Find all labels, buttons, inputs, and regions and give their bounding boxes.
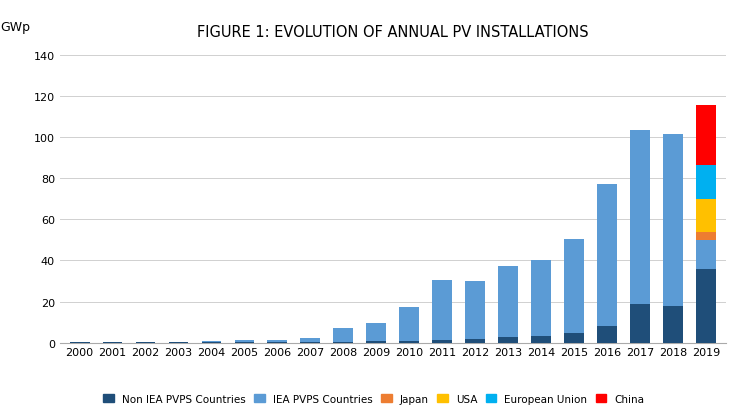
Bar <box>465 281 485 339</box>
Bar <box>696 269 716 343</box>
Bar <box>168 342 188 343</box>
Bar <box>301 342 320 343</box>
Bar <box>564 334 584 343</box>
Bar <box>334 342 353 343</box>
Bar <box>564 239 584 334</box>
Bar <box>696 232 716 240</box>
Bar <box>268 342 287 343</box>
Bar <box>663 306 683 343</box>
Bar <box>367 323 386 342</box>
Bar <box>301 338 320 342</box>
Text: GWp: GWp <box>0 21 30 33</box>
Bar <box>334 328 353 342</box>
Bar <box>531 337 551 343</box>
Bar <box>696 106 716 165</box>
Bar <box>498 338 518 343</box>
Bar <box>399 341 419 343</box>
Bar <box>597 185 617 326</box>
Bar <box>432 340 452 343</box>
Bar <box>235 342 254 343</box>
Bar <box>201 341 221 342</box>
Bar <box>235 340 254 342</box>
Bar <box>696 240 716 269</box>
Bar <box>498 266 518 338</box>
Legend: Non IEA PVPS Countries, IEA PVPS Countries, Japan, USA, European Union, China: Non IEA PVPS Countries, IEA PVPS Countri… <box>103 394 645 404</box>
Bar <box>399 307 419 341</box>
Bar <box>531 261 551 337</box>
Bar <box>663 135 683 306</box>
Bar <box>367 342 386 343</box>
Title: FIGURE 1: EVOLUTION OF ANNUAL PV INSTALLATIONS: FIGURE 1: EVOLUTION OF ANNUAL PV INSTALL… <box>197 25 589 40</box>
Bar <box>432 280 452 340</box>
Bar <box>268 340 287 342</box>
Bar <box>696 199 716 232</box>
Bar <box>630 304 650 343</box>
Bar <box>465 339 485 343</box>
Bar <box>630 131 650 304</box>
Bar <box>696 165 716 199</box>
Bar <box>597 326 617 343</box>
